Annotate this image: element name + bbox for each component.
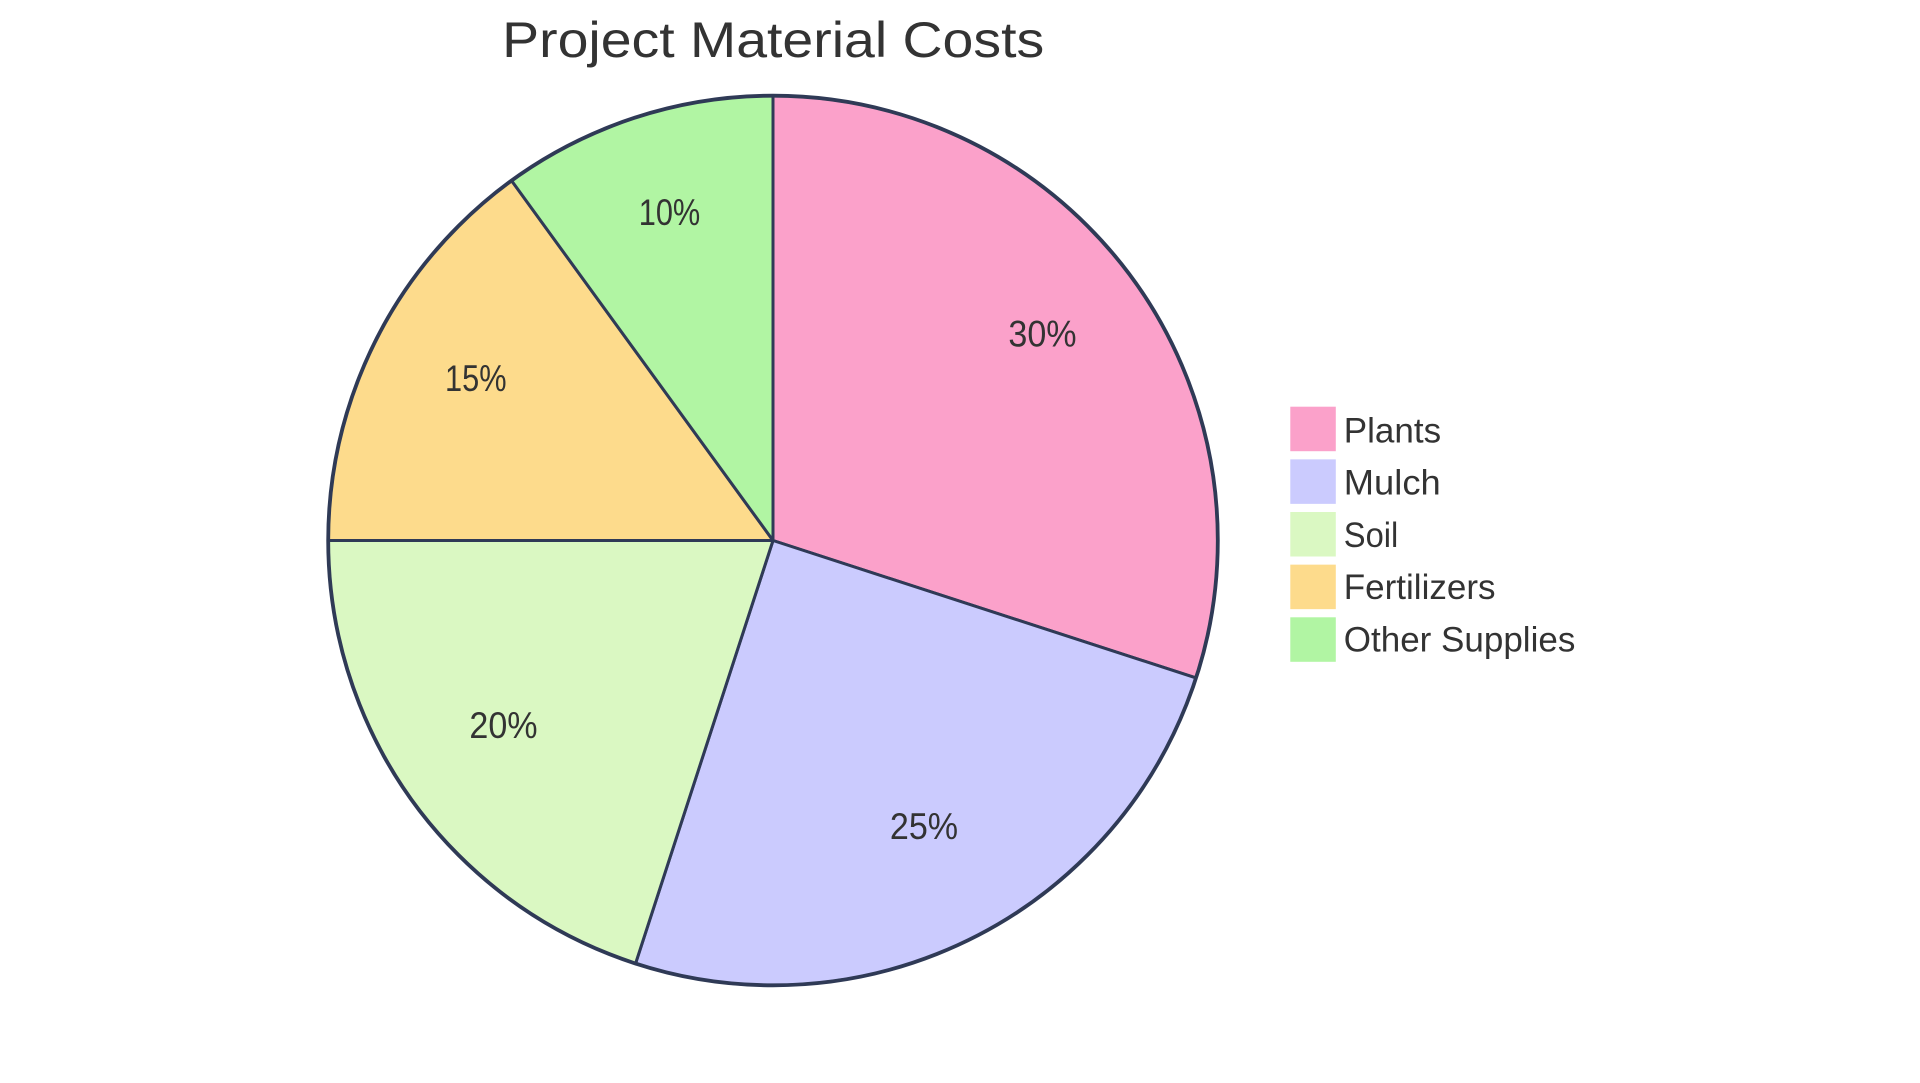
svg-text:20%: 20% — [469, 705, 537, 746]
svg-text:Other Supplies: Other Supplies — [1344, 621, 1576, 660]
svg-text:Plants: Plants — [1344, 411, 1441, 450]
svg-text:Project Material Costs: Project Material Costs — [502, 12, 1044, 68]
svg-text:30%: 30% — [1008, 313, 1076, 354]
svg-text:Soil: Soil — [1344, 516, 1399, 555]
svg-text:Mulch: Mulch — [1344, 464, 1441, 503]
svg-text:15%: 15% — [445, 358, 507, 399]
svg-text:25%: 25% — [890, 806, 958, 847]
svg-text:Fertilizers: Fertilizers — [1344, 568, 1496, 607]
svg-text:10%: 10% — [639, 192, 701, 233]
